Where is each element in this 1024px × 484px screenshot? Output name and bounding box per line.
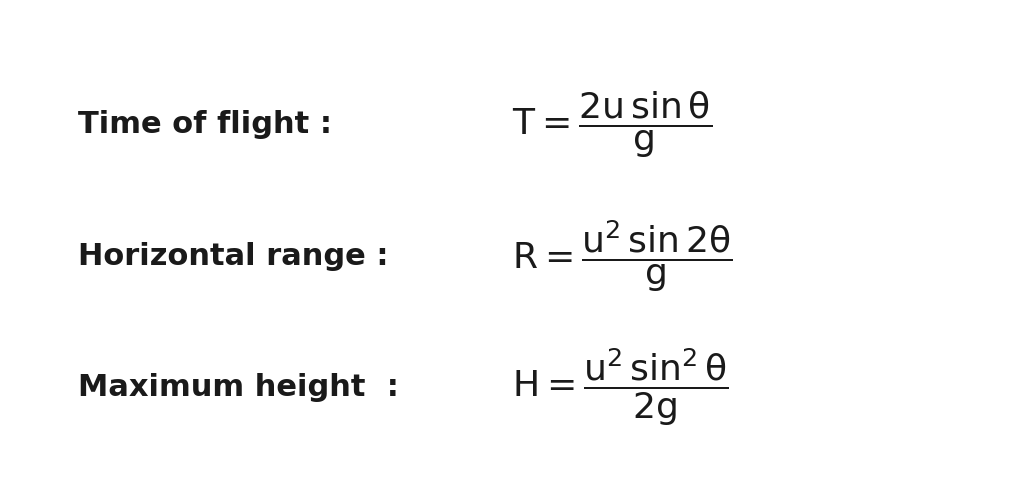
Text: Horizontal range :: Horizontal range : [78, 242, 388, 271]
Text: Time of flight :: Time of flight : [78, 110, 332, 139]
Text: Maximum height  :: Maximum height : [78, 373, 398, 402]
Text: $\mathrm{T = \dfrac{2u\,sin\,\theta}{g}}$: $\mathrm{T = \dfrac{2u\,sin\,\theta}{g}}… [512, 90, 712, 160]
Text: $\mathrm{R = \dfrac{u^{2}\,sin\,2\theta}{g}}$: $\mathrm{R = \dfrac{u^{2}\,sin\,2\theta}… [512, 218, 732, 294]
Text: $\mathrm{H = \dfrac{u^{2}\,sin^{2}\,\theta}{2g}}$: $\mathrm{H = \dfrac{u^{2}\,sin^{2}\,\the… [512, 347, 729, 428]
